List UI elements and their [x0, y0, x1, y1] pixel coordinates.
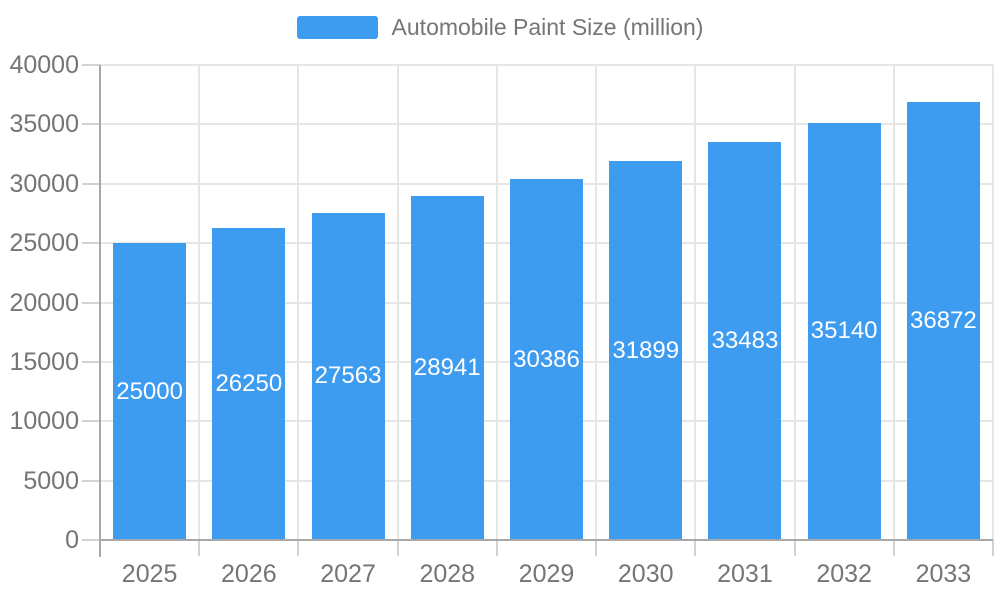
bar-2025[interactable]: 25000 [113, 243, 187, 540]
x-axis-tick [495, 540, 498, 556]
x-tick-label: 2026 [221, 560, 277, 588]
y-axis-tick [82, 64, 100, 66]
y-axis-tick [82, 301, 100, 304]
y-axis-line [99, 65, 101, 557]
y-axis-tick [82, 123, 100, 126]
y-tick-label: 15000 [9, 347, 79, 376]
y-axis-tick [82, 420, 100, 423]
bar-2027[interactable]: 27563 [311, 212, 385, 540]
bar-2026[interactable]: 26250 [212, 228, 286, 540]
bar-value-label: 36872 [910, 307, 977, 335]
y-tick-label: 25000 [9, 229, 79, 258]
x-tick-label: 2025 [121, 560, 178, 588]
x-axis-tick [694, 540, 697, 556]
gridline-vertical [495, 65, 498, 540]
y-tick-label: 0 [65, 526, 79, 554]
bar-2033[interactable]: 36872 [906, 102, 980, 540]
y-axis-tick [82, 242, 100, 245]
bar-value-label: 30386 [513, 345, 580, 373]
x-axis-tick [992, 540, 994, 556]
x-axis-tick [198, 540, 201, 556]
y-axis-tick [82, 182, 100, 185]
gridline-vertical [297, 65, 300, 540]
y-tick-label: 20000 [9, 288, 79, 317]
bar-value-label: 27563 [314, 362, 382, 390]
x-axis-tick [396, 540, 399, 556]
bar-2031[interactable]: 33483 [708, 142, 782, 540]
x-axis-tick [297, 540, 300, 556]
legend-label[interactable]: Automobile Paint Size (million) [391, 14, 704, 40]
gridline-vertical [595, 65, 598, 540]
gridline-vertical [396, 65, 399, 540]
y-tick-label: 5000 [23, 466, 79, 495]
bar-value-label: 31899 [612, 336, 680, 364]
x-axis-tick [793, 540, 796, 556]
y-axis-tick [82, 360, 100, 363]
x-axis-tick [892, 540, 895, 556]
x-axis-tick [595, 540, 598, 556]
bar-2029[interactable]: 30386 [510, 179, 583, 540]
bar-value-label: 33483 [711, 327, 779, 355]
x-tick-label: 2029 [518, 560, 575, 588]
y-tick-label: 40000 [9, 51, 79, 79]
gridline-vertical [992, 65, 994, 540]
gridline-vertical [892, 65, 895, 540]
bar-value-label: 26250 [215, 370, 283, 398]
bar-value-label: 25000 [116, 377, 183, 405]
gridline-horizontal [100, 64, 993, 66]
x-tick-label: 2032 [816, 560, 872, 588]
gridline-vertical [793, 65, 796, 540]
x-tick-label: 2033 [915, 560, 972, 588]
legend-swatch-icon[interactable] [296, 16, 378, 39]
bar-value-label: 28941 [413, 354, 481, 382]
y-tick-label: 30000 [9, 169, 79, 198]
gridline-vertical [198, 65, 201, 540]
gridline-vertical [694, 65, 697, 540]
bar-2032[interactable]: 35140 [807, 122, 881, 540]
y-axis-tick [82, 479, 100, 482]
x-tick-label: 2027 [320, 560, 376, 588]
x-tick-label: 2031 [717, 560, 773, 588]
bar-value-label: 35140 [810, 317, 878, 345]
x-tick-label: 2028 [419, 560, 476, 588]
y-tick-label: 35000 [9, 110, 79, 139]
x-tick-label: 2030 [617, 560, 674, 588]
y-axis-tick [82, 539, 100, 541]
gridline-horizontal [100, 123, 993, 126]
bar-2030[interactable]: 31899 [609, 161, 683, 540]
y-tick-label: 10000 [9, 407, 79, 436]
x-axis-line [100, 539, 993, 541]
legend[interactable]: Automobile Paint Size (million) [0, 14, 1000, 41]
plot-area: 25000 26250 27563 28941 30386 31899 33483 35140… [82, 64, 994, 557]
bar-2028[interactable]: 28941 [410, 196, 484, 540]
